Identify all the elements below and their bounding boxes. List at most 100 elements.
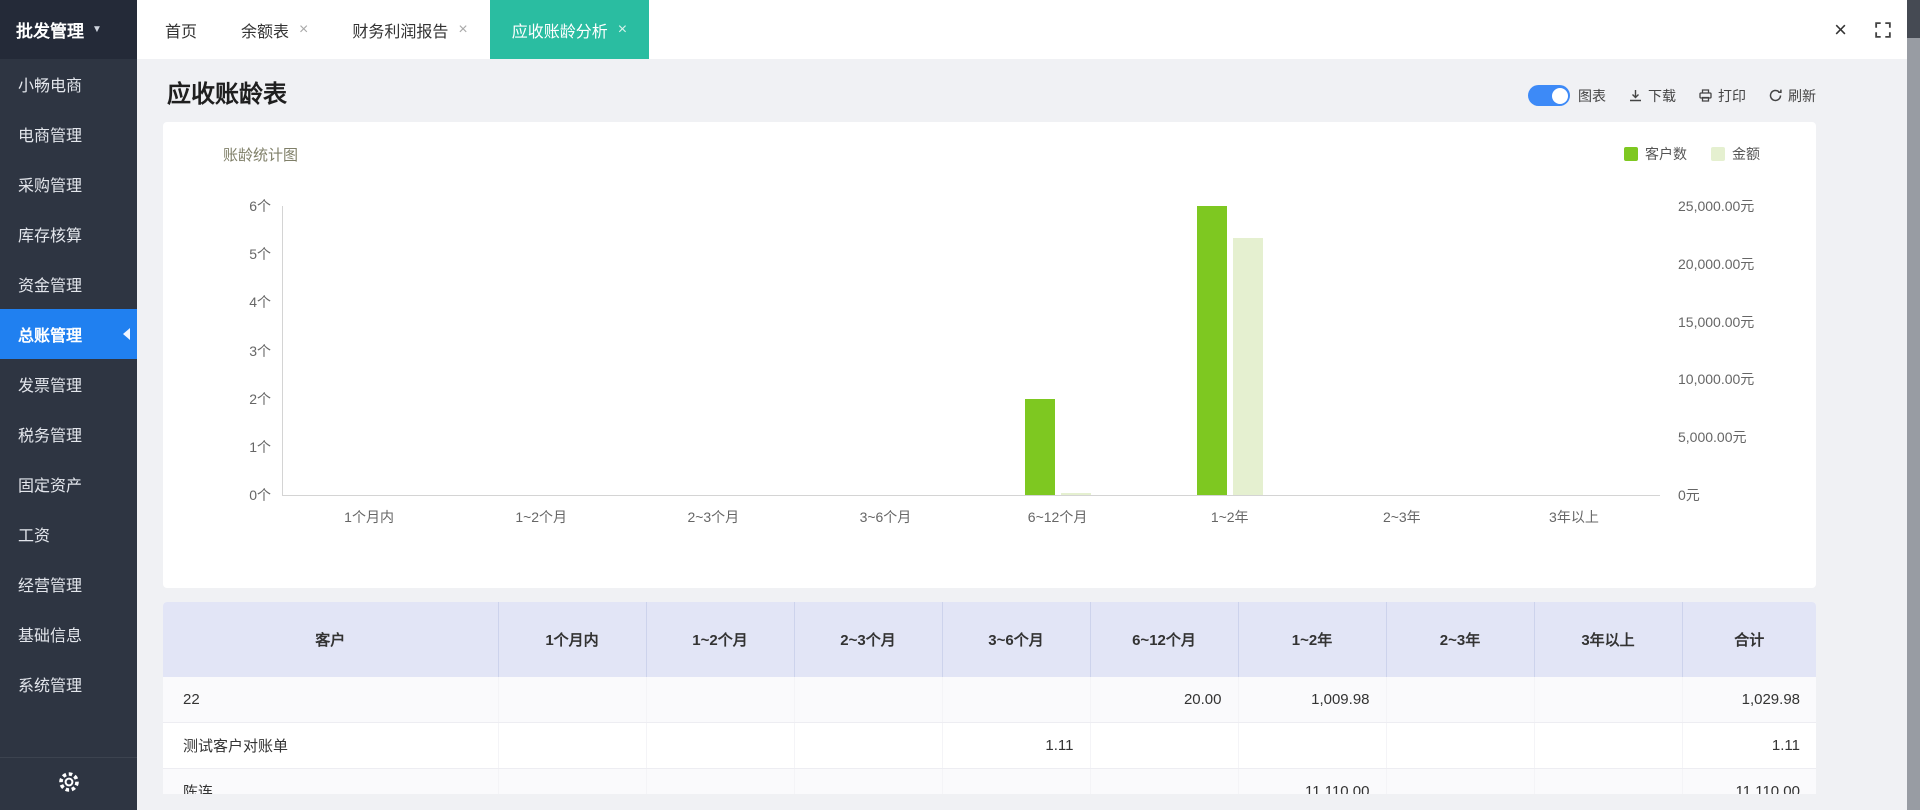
tab-bar: 首页 余额表 × 财务利润报告 × 应收账龄分析 × × [137, 0, 1907, 60]
customer-cell: 陈连 [163, 768, 499, 794]
main-content: 应收账龄表 图表 下载 打印 [137, 59, 1907, 810]
chart-toggle[interactable] [1528, 85, 1570, 106]
sidebar-item-label: 发票管理 [18, 378, 83, 395]
value-cell [1534, 768, 1683, 794]
value-cell [1386, 677, 1535, 723]
print-button[interactable]: 打印 [1698, 86, 1746, 106]
sidebar-item-1[interactable]: 电商管理 [0, 109, 137, 159]
refresh-icon [1769, 89, 1782, 102]
sidebar-item-9[interactable]: 工资 [0, 509, 137, 559]
sidebar-header-label: 批发管理 [16, 22, 84, 41]
bar-金额-5 [1232, 238, 1263, 495]
sidebar-item-0[interactable]: 小畅电商 [0, 59, 137, 109]
table-header-row: 客户 1个月内 1~2个月 2~3个月 3~6个月 6~12个月 1~2年 2~3年 3年以上合… [163, 602, 1816, 677]
sidebar-header[interactable]: 批发管理 ▼ [0, 0, 137, 59]
value-cell [794, 677, 943, 723]
value-cell [1386, 722, 1535, 769]
sidebar-item-11[interactable]: 基础信息 [0, 609, 137, 659]
value-cell [646, 722, 795, 769]
sidebar-item-12[interactable]: 系统管理 [0, 659, 137, 709]
value-cell [1238, 722, 1387, 769]
gear-icon[interactable] [57, 770, 81, 799]
chart-toggle-wrap: 图表 [1528, 85, 1606, 106]
value-cell: 20.00 [1090, 677, 1239, 723]
sidebar-item-label: 系统管理 [18, 678, 83, 695]
scrollbar-thumb[interactable] [1907, 0, 1920, 38]
x-axis-label: 2~3年 [1382, 509, 1421, 525]
sidebar-item-label: 经营管理 [18, 578, 83, 595]
tab-label: 余额表 [241, 23, 290, 41]
active-item-arrow-icon [123, 328, 130, 340]
column-header: 3~6个月 [942, 602, 1091, 677]
column-header: 2~3个月 [794, 602, 943, 677]
scrollbar[interactable] [1907, 0, 1920, 810]
y-axis-right-tick: 5,000.00元 [1678, 429, 1747, 446]
y-axis-right-tick: 20,000.00元 [1678, 255, 1755, 272]
customer-cell: 测试客户对账单 [163, 722, 499, 769]
y-axis-right-tick: 0元 [1678, 487, 1700, 503]
sidebar-item-2[interactable]: 采购管理 [0, 159, 137, 209]
sidebar-item-label: 小畅电商 [18, 78, 83, 95]
value-cell [942, 768, 1091, 794]
tab-label: 首页 [165, 23, 198, 41]
column-header: 合计 [1682, 602, 1816, 677]
tab-close-icon[interactable]: × [458, 20, 468, 38]
sidebar-item-label: 电商管理 [18, 128, 83, 145]
sidebar-item-7[interactable]: 税务管理 [0, 409, 137, 459]
download-button[interactable]: 下载 [1628, 86, 1676, 106]
download-label: 下载 [1648, 87, 1676, 104]
y-axis-left-tick: 1个 [249, 438, 271, 455]
sidebar-item-label: 库存核算 [18, 228, 83, 245]
close-icon[interactable]: × [1834, 16, 1847, 42]
bar-客户数-4 [1024, 398, 1055, 495]
sidebar-item-label: 资金管理 [18, 278, 83, 295]
chart-title: 账龄统计图 [223, 147, 299, 164]
x-axis-label: 3年以上 [1549, 509, 1599, 525]
value-cell: 1,009.98 [1238, 677, 1387, 723]
sidebar-menu: 小畅电商电商管理采购管理库存核算资金管理总账管理发票管理税务管理固定资产 工资经营… [0, 59, 137, 709]
x-axis-label: 1个月内 [344, 509, 394, 525]
tab-1[interactable]: 余额表 × [219, 0, 330, 59]
printer-icon [1699, 89, 1712, 102]
y-axis-left-tick: 6个 [249, 198, 271, 214]
value-cell [942, 677, 1091, 723]
sidebar-item-label: 总账管理 [18, 328, 83, 345]
tab-close-icon[interactable]: × [617, 20, 628, 38]
chart-panel: 账龄统计图 客户数 金额 6个 5个 4个 3个 2个 1个 0个 25,000.00元 20,0… [163, 122, 1816, 588]
print-label: 打印 [1718, 87, 1746, 104]
sidebar-item-label: 税务管理 [18, 428, 83, 445]
column-header: 6~12个月 [1090, 602, 1239, 677]
value-cell: 11,110.00 [1682, 768, 1816, 794]
download-icon [1630, 90, 1641, 102]
value-cell: 1,029.98 [1682, 677, 1816, 723]
value-cell: 1.11 [942, 722, 1091, 769]
y-axis-left-tick: 5个 [249, 246, 271, 263]
sidebar-item-6[interactable]: 发票管理 [0, 359, 137, 409]
tab-0[interactable]: 首页 [143, 0, 219, 59]
sidebar-item-label: 采购管理 [18, 178, 83, 195]
y-axis-right-tick: 10,000.00元 [1678, 371, 1755, 388]
value-cell [646, 677, 795, 723]
sidebar-item-3[interactable]: 库存核算 [0, 209, 137, 259]
sidebar-item-5[interactable]: 总账管理 [0, 309, 137, 359]
legend-swatch [1624, 147, 1638, 161]
tab-3[interactable]: 应收账龄分析 × [489, 0, 650, 59]
sidebar-item-8[interactable]: 固定资产 [0, 459, 137, 509]
aging-table: 客户 1个月内 1~2个月 2~3个月 3~6个月 6~12个月 1~2年 2~3年 3年以上合… [163, 602, 1816, 794]
x-axis-label: 1~2个月 [515, 509, 568, 525]
fullscreen-icon[interactable] [1875, 21, 1891, 38]
tab-close-icon[interactable]: × [299, 20, 309, 38]
sidebar-item-10[interactable]: 经营管理 [0, 559, 137, 609]
refresh-label: 刷新 [1788, 87, 1816, 104]
x-axis-label: 2~3个月 [687, 509, 740, 525]
tab-2[interactable]: 财务利润报告 × [330, 0, 489, 59]
legend-item: 客户数 [1624, 144, 1687, 164]
chart-legend: 客户数 金额 [1624, 144, 1760, 164]
tabs: 首页 余额表 × 财务利润报告 × 应收账龄分析 × [137, 0, 1907, 59]
value-cell [646, 768, 795, 794]
refresh-button[interactable]: 刷新 [1768, 86, 1816, 106]
sidebar-item-4[interactable]: 资金管理 [0, 259, 137, 309]
value-cell [498, 722, 647, 769]
column-header: 1~2年 [1238, 602, 1387, 677]
